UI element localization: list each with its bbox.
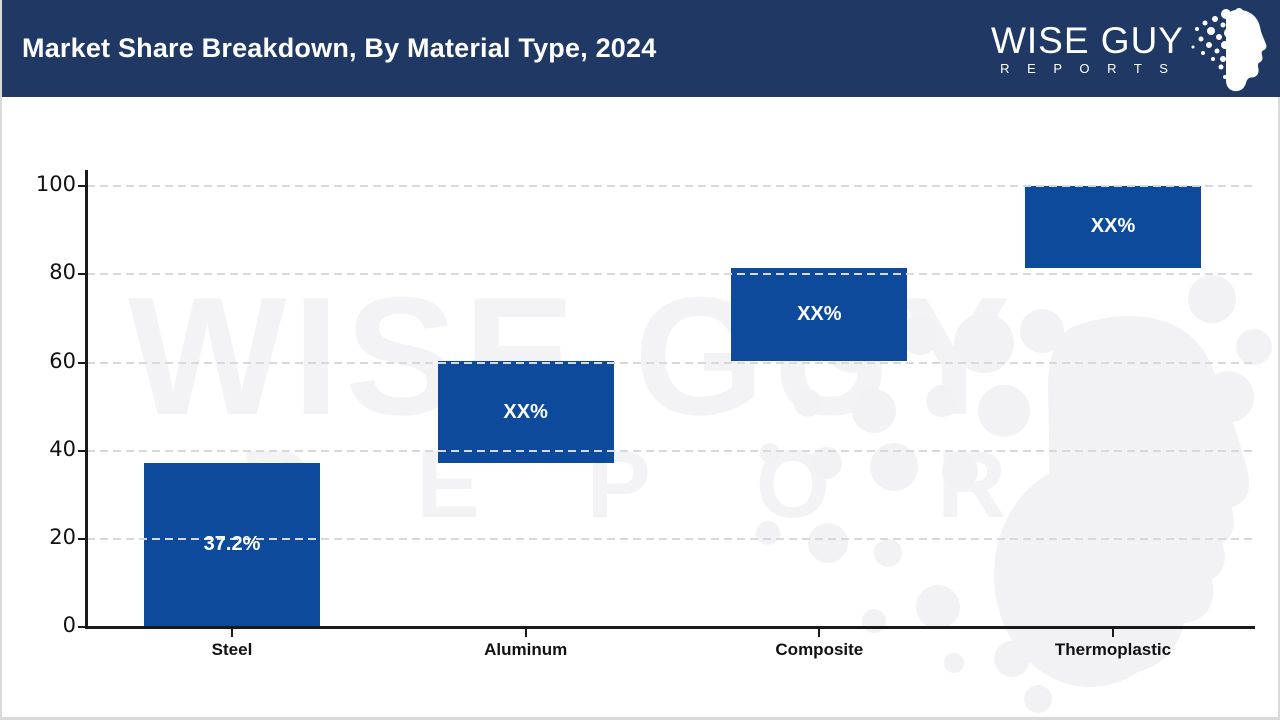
bar-composite bbox=[731, 268, 908, 361]
y-tick-label: 20 bbox=[49, 524, 76, 549]
y-tick-label: 0 bbox=[62, 613, 76, 637]
bar-value-label: XX% bbox=[1090, 215, 1136, 238]
bar-steel bbox=[144, 463, 320, 627]
y-tick-label: 60 bbox=[49, 348, 76, 373]
wise-guy-reports-logo: WISE GUY R E P O R T S bbox=[991, 6, 1268, 92]
x-tick-label: Composite bbox=[775, 640, 864, 659]
x-tick-mark bbox=[231, 629, 233, 637]
gridline bbox=[87, 361, 1255, 364]
bar-value-label: XX% bbox=[797, 303, 842, 326]
bar-value-label: 37.2% bbox=[203, 533, 261, 556]
y-tick-mark bbox=[78, 537, 87, 540]
y-tick-mark bbox=[78, 361, 87, 364]
bar-thermoplastic bbox=[1025, 186, 1201, 269]
gridline bbox=[87, 273, 1255, 276]
x-axis-line bbox=[85, 625, 1255, 629]
logo-wordmark: WISE GUY bbox=[990, 19, 1184, 61]
header-bar: Market Share Breakdown, By Material Type… bbox=[2, 0, 1280, 97]
logo-text: WISE GUY R E P O R T S bbox=[990, 19, 1184, 76]
bar-aluminum bbox=[437, 360, 614, 463]
gridline bbox=[87, 537, 1255, 540]
watermark-head-icon bbox=[756, 275, 1272, 713]
logo-head-icon bbox=[1191, 7, 1267, 91]
y-axis-spine bbox=[85, 170, 88, 629]
y-tick-mark bbox=[78, 185, 87, 188]
x-tick-mark bbox=[524, 629, 527, 637]
gridline bbox=[87, 185, 1255, 188]
y-tick-label: 100 bbox=[35, 172, 76, 197]
gridline bbox=[87, 449, 1255, 452]
x-tick-mark bbox=[1112, 629, 1114, 637]
y-tick-mark bbox=[78, 273, 87, 276]
x-tick-label: Thermoplastic bbox=[1054, 640, 1172, 659]
page-title: Market Share Breakdown, By Material Type… bbox=[22, 33, 657, 63]
y-tick-label: 40 bbox=[49, 436, 76, 461]
y-tick-mark bbox=[78, 449, 87, 452]
x-tick-mark bbox=[818, 629, 821, 637]
y-tick-label: 80 bbox=[49, 260, 76, 285]
x-tick-label: Steel bbox=[211, 640, 253, 659]
bar-value-label: XX% bbox=[503, 400, 548, 423]
y-tick-mark bbox=[78, 626, 87, 628]
x-tick-label: Aluminum bbox=[484, 640, 568, 659]
logo-reports-text: R E P O R T S bbox=[1000, 60, 1175, 76]
